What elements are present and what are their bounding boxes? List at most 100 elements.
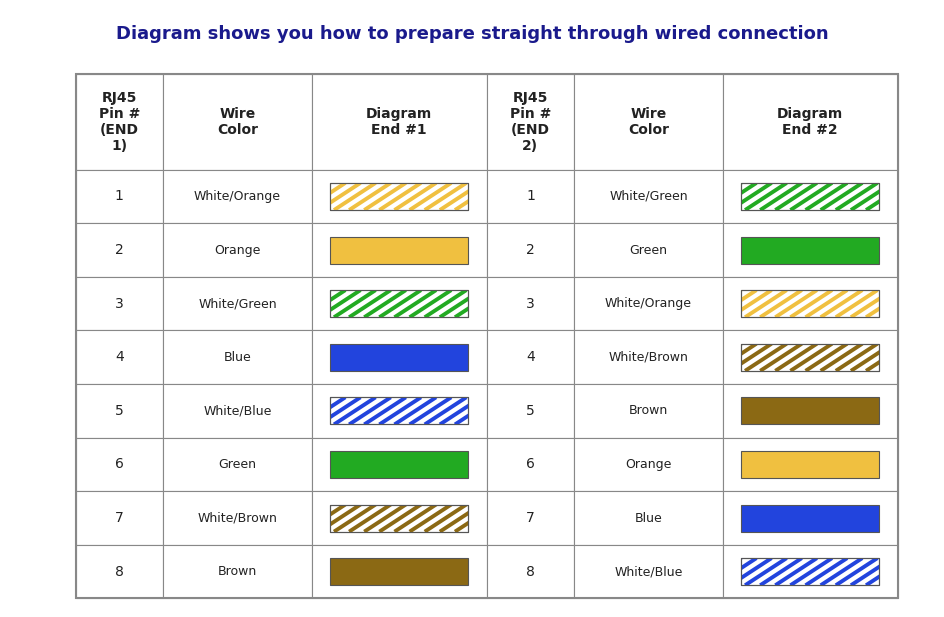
Bar — [574, 437, 722, 491]
Text: 4: 4 — [526, 350, 534, 364]
Bar — [740, 344, 878, 371]
Bar — [163, 277, 312, 331]
Text: 1: 1 — [115, 189, 124, 204]
Bar — [486, 545, 574, 598]
Text: 8: 8 — [115, 565, 124, 579]
Bar — [740, 558, 878, 586]
Bar — [486, 74, 574, 170]
Bar — [740, 290, 878, 317]
Bar — [722, 170, 897, 223]
Bar — [574, 170, 722, 223]
Text: 5: 5 — [526, 404, 534, 418]
Bar — [329, 290, 467, 317]
Bar — [312, 491, 486, 545]
Bar — [722, 491, 897, 545]
Bar — [329, 558, 467, 586]
Bar — [329, 505, 467, 532]
Bar — [740, 344, 878, 371]
Bar — [486, 277, 574, 331]
Bar — [740, 397, 878, 424]
Bar — [76, 384, 163, 437]
Text: Green: Green — [629, 244, 666, 257]
Bar — [76, 277, 163, 331]
Bar — [312, 74, 486, 170]
Bar — [76, 223, 163, 277]
Text: White/Orange: White/Orange — [194, 190, 280, 203]
Bar — [312, 437, 486, 491]
Bar — [722, 384, 897, 437]
Bar — [329, 505, 467, 532]
Text: 8: 8 — [526, 565, 534, 579]
Bar — [329, 183, 467, 210]
Bar — [163, 331, 312, 384]
Bar — [163, 545, 312, 598]
Text: Blue: Blue — [224, 351, 251, 364]
Text: 6: 6 — [526, 457, 534, 471]
Text: Orange: Orange — [214, 244, 261, 257]
Bar — [76, 437, 163, 491]
Text: Orange: Orange — [625, 458, 671, 471]
Bar — [740, 183, 878, 210]
Bar — [329, 290, 467, 317]
Bar — [740, 290, 878, 317]
Text: Brown: Brown — [628, 404, 667, 417]
Bar — [722, 331, 897, 384]
Bar — [76, 491, 163, 545]
Bar — [163, 74, 312, 170]
Bar — [486, 331, 574, 384]
Bar — [329, 290, 467, 317]
Bar — [486, 384, 574, 437]
Text: Wire
Color: Wire Color — [217, 107, 258, 137]
Text: White/Green: White/Green — [609, 190, 687, 203]
Bar — [163, 437, 312, 491]
Text: 7: 7 — [526, 511, 534, 525]
Bar — [574, 384, 722, 437]
Text: White/Blue: White/Blue — [614, 565, 682, 578]
Text: Diagram shows you how to prepare straight through wired connection: Diagram shows you how to prepare straigh… — [116, 25, 828, 43]
Text: White/Brown: White/Brown — [197, 511, 277, 524]
Bar — [163, 223, 312, 277]
Bar — [486, 437, 574, 491]
Bar — [740, 183, 878, 210]
Bar — [740, 290, 878, 317]
Text: Diagram
End #1: Diagram End #1 — [365, 107, 431, 137]
Bar — [163, 384, 312, 437]
Bar — [722, 545, 897, 598]
Bar — [722, 277, 897, 331]
Bar — [740, 558, 878, 586]
Bar — [329, 344, 467, 371]
Text: 2: 2 — [115, 243, 124, 257]
Text: White/Orange: White/Orange — [604, 297, 691, 310]
Text: RJ45
Pin #
(END
2): RJ45 Pin # (END 2) — [509, 91, 550, 153]
Text: 3: 3 — [115, 297, 124, 311]
Text: 2: 2 — [526, 243, 534, 257]
Bar — [76, 74, 163, 170]
Bar — [329, 236, 467, 263]
Bar — [740, 236, 878, 263]
Bar — [740, 451, 878, 478]
Bar — [312, 223, 486, 277]
Bar — [76, 331, 163, 384]
Bar — [722, 74, 897, 170]
Bar — [574, 331, 722, 384]
Text: 5: 5 — [115, 404, 124, 418]
Text: Wire
Color: Wire Color — [628, 107, 668, 137]
Bar — [329, 397, 467, 424]
Bar — [574, 545, 722, 598]
Bar — [312, 331, 486, 384]
Bar — [329, 451, 467, 478]
Text: 4: 4 — [115, 350, 124, 364]
Bar — [329, 183, 467, 210]
Text: Brown: Brown — [217, 565, 257, 578]
Text: 3: 3 — [526, 297, 534, 311]
Bar — [312, 170, 486, 223]
Bar — [312, 545, 486, 598]
Text: 1: 1 — [526, 189, 534, 204]
Bar — [574, 277, 722, 331]
Bar — [163, 170, 312, 223]
Bar — [329, 397, 467, 424]
Bar — [574, 74, 722, 170]
Bar — [76, 170, 163, 223]
Bar — [163, 491, 312, 545]
Bar — [574, 491, 722, 545]
